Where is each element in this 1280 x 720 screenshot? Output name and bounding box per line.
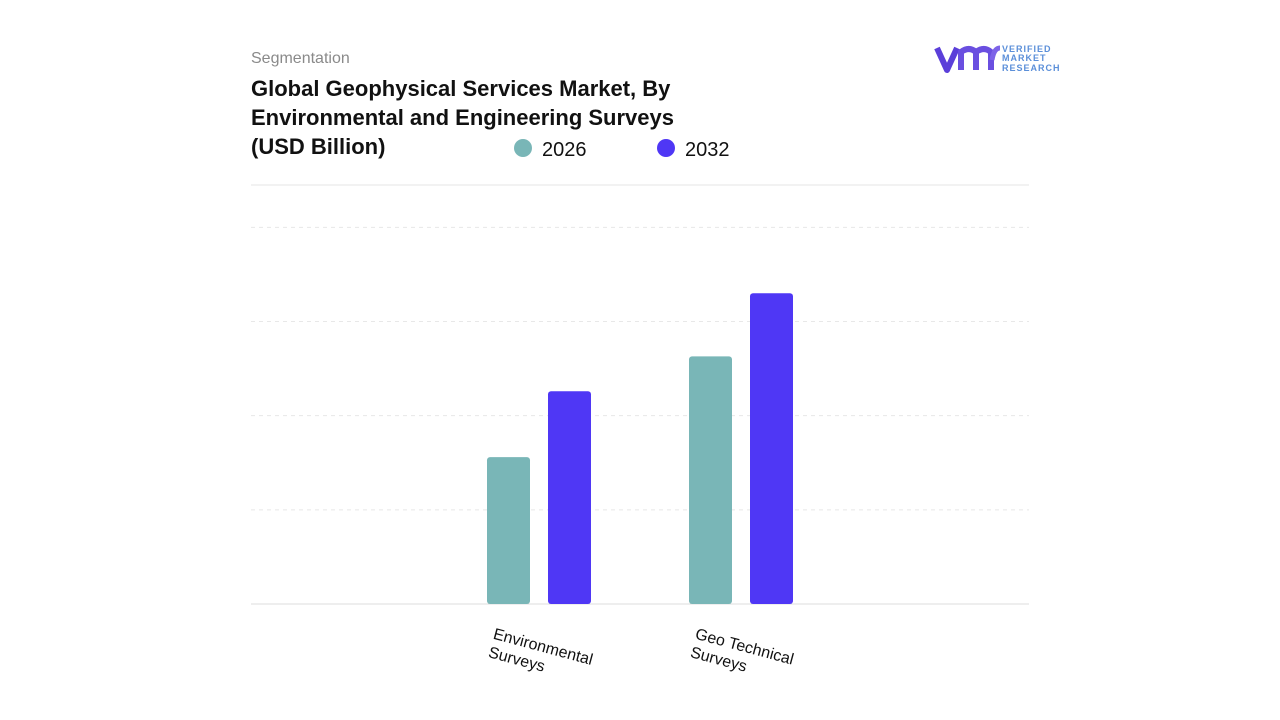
bar — [548, 391, 591, 604]
legend-label: 2032 — [685, 139, 730, 161]
logo-text: VERIFIED — [1002, 44, 1052, 54]
legend-swatch — [657, 139, 675, 157]
logo-text: RESEARCH — [1002, 63, 1061, 73]
logo-text: MARKET — [1002, 53, 1047, 63]
legend-label: 2026 — [542, 139, 587, 161]
bar — [487, 457, 530, 604]
logo: VERIFIED MARKET RESEARCH — [934, 44, 1061, 73]
legend-swatch — [514, 139, 532, 157]
chart-subtitle: Segmentation — [251, 50, 350, 67]
bar — [750, 293, 793, 604]
chart-title: Global Geophysical Services Market, By E… — [251, 76, 674, 159]
bar — [689, 356, 732, 604]
